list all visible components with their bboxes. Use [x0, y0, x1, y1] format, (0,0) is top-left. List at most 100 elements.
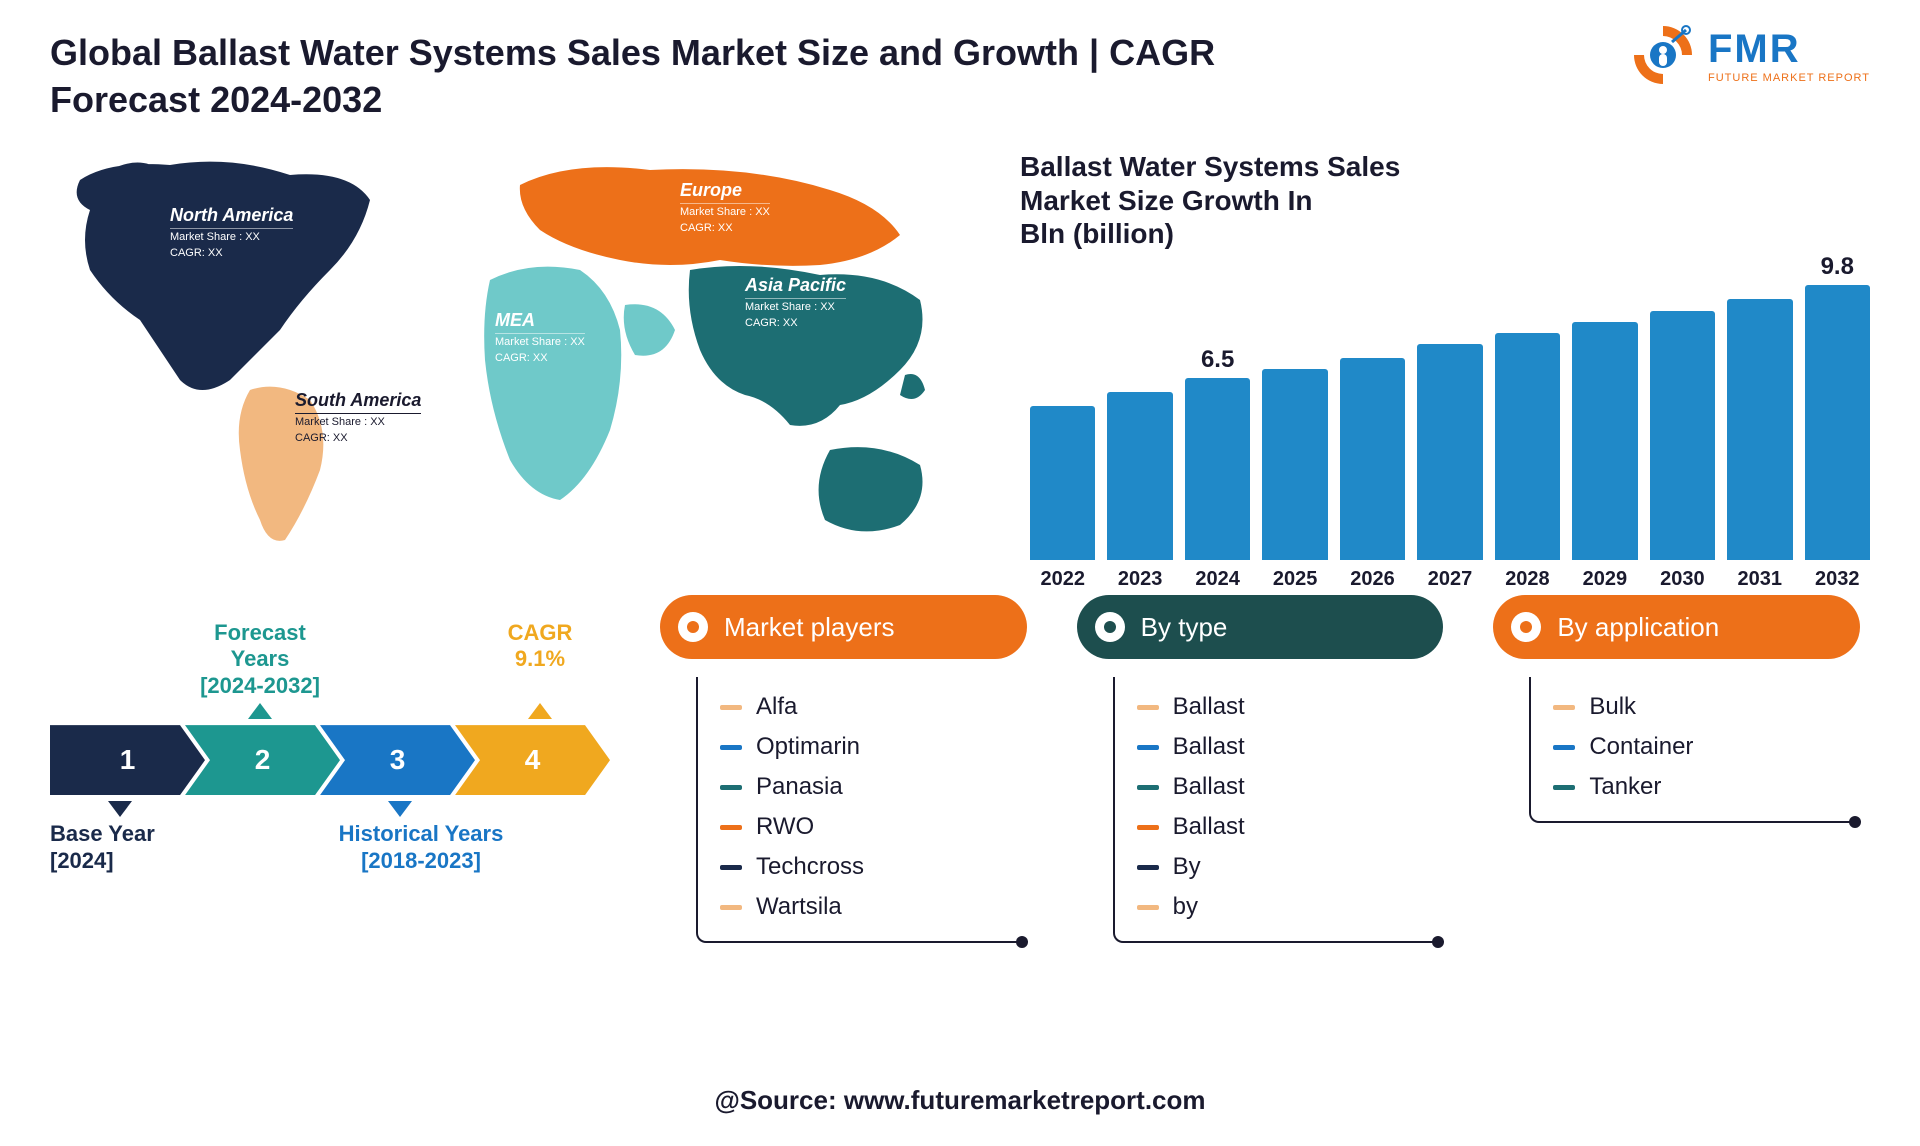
- list-item: Wartsila: [720, 887, 1021, 927]
- dash-icon: [1137, 905, 1159, 910]
- bar-x-label: 2032: [1815, 568, 1860, 591]
- bar-x-label: 2029: [1583, 568, 1628, 591]
- dash-icon: [1553, 745, 1575, 750]
- dash-icon: [1137, 745, 1159, 750]
- timeline-chevron: 4: [455, 725, 610, 795]
- list-item-label: Ballast: [1173, 813, 1245, 841]
- arrow-up-icon: [248, 703, 272, 719]
- chevron-row: 1234: [50, 725, 610, 795]
- by-type-pill: By type: [1077, 595, 1444, 659]
- bar-col: 2025: [1262, 369, 1327, 590]
- dash-icon: [720, 705, 742, 710]
- bar-col: 2028: [1495, 333, 1560, 591]
- list-item: Ballast: [1137, 687, 1438, 727]
- bar-x-label: 2024: [1195, 568, 1240, 591]
- dash-icon: [720, 745, 742, 750]
- timeline-chevron: 1: [50, 725, 205, 795]
- bar-col: 2023: [1107, 392, 1172, 591]
- list-item: Bulk: [1553, 687, 1854, 727]
- bar: [1262, 369, 1327, 559]
- list-item-label: Tanker: [1589, 773, 1661, 801]
- bar-value-label: 6.5: [1201, 346, 1234, 374]
- bar-col: 2031: [1727, 299, 1792, 590]
- bar-x-label: 2023: [1118, 568, 1163, 591]
- by-application-list: Bulk Container Tanker: [1529, 677, 1854, 823]
- map-label-north-america: North America Market Share : XX CAGR: XX: [170, 205, 293, 259]
- timeline-chevron: 2: [185, 725, 340, 795]
- bullet-icon: [678, 612, 708, 642]
- by-application-column: By application Bulk Container Tanker: [1493, 595, 1860, 943]
- dash-icon: [1553, 785, 1575, 790]
- bar: [1340, 358, 1405, 560]
- timeline: Forecast Years [2024-2032] CAGR 9.1% 123…: [50, 620, 610, 874]
- arrow-down-icon: [108, 801, 132, 817]
- list-item-label: Ballast: [1173, 773, 1245, 801]
- categories-row: Market players AlfaOptimarinPanasiaRWOTe…: [660, 595, 1860, 943]
- page-title: Global Ballast Water Systems Sales Marke…: [50, 30, 1350, 124]
- by-type-column: By type Ballast Ballast Ballast Ballast By by: [1077, 595, 1444, 943]
- bar: [1107, 392, 1172, 560]
- bar-col: 9.8 2032: [1805, 253, 1870, 590]
- dash-icon: [720, 825, 742, 830]
- bar: [1417, 344, 1482, 560]
- market-players-column: Market players AlfaOptimarinPanasiaRWOTe…: [660, 595, 1027, 943]
- list-item: Ballast: [1137, 807, 1438, 847]
- source-attribution: @Source: www.futuremarketreport.com: [0, 1085, 1920, 1116]
- dash-icon: [720, 905, 742, 910]
- dash-icon: [1137, 865, 1159, 870]
- list-item: By: [1137, 847, 1438, 887]
- list-item: RWO: [720, 807, 1021, 847]
- bar: [1495, 333, 1560, 560]
- list-item-label: Alfa: [756, 693, 797, 721]
- list-item-label: Techcross: [756, 853, 864, 881]
- list-item-label: Bulk: [1589, 693, 1636, 721]
- bar-x-label: 2028: [1505, 568, 1550, 591]
- bar-col: 2029: [1572, 322, 1637, 591]
- list-item: Techcross: [720, 847, 1021, 887]
- forecast-years-label: Forecast Years [2024-2032]: [190, 620, 330, 699]
- bar: [1185, 378, 1250, 560]
- timeline-chevron: 3: [320, 725, 475, 795]
- list-item: Ballast: [1137, 727, 1438, 767]
- list-item-label: Container: [1589, 733, 1693, 761]
- list-item-label: by: [1173, 893, 1198, 921]
- list-item: Tanker: [1553, 767, 1854, 807]
- bar: [1572, 322, 1637, 560]
- bullet-icon: [1095, 612, 1125, 642]
- bullet-icon: [1511, 612, 1541, 642]
- bar: [1650, 311, 1715, 560]
- map-region-north-america: [77, 162, 370, 390]
- list-item-label: By: [1173, 853, 1201, 881]
- bar-x-label: 2027: [1428, 568, 1473, 591]
- by-type-list: Ballast Ballast Ballast Ballast By by: [1113, 677, 1438, 943]
- cagr-label: CAGR 9.1%: [470, 620, 610, 699]
- bar-col: 2030: [1650, 311, 1715, 591]
- bar-value-label: 9.8: [1821, 253, 1854, 281]
- dash-icon: [720, 865, 742, 870]
- historical-years-label: Historical Years [2018-2023]: [330, 821, 512, 874]
- bar-x-label: 2022: [1040, 568, 1085, 591]
- bar: [1727, 299, 1792, 559]
- list-item-label: Ballast: [1173, 693, 1245, 721]
- by-application-pill: By application: [1493, 595, 1860, 659]
- dash-icon: [1137, 705, 1159, 710]
- bar-col: 2026: [1340, 358, 1405, 591]
- bars-container: 2022 2023 6.5 2024 20252026 2027 2028 2029 2030 2…: [1020, 261, 1870, 591]
- list-item-label: Ballast: [1173, 733, 1245, 761]
- logo-text-main: FMR: [1708, 27, 1870, 72]
- market-players-list: Alfa Optimarin Panasia RWO Techcross Wartsila: [696, 677, 1021, 943]
- bar-x-label: 2031: [1738, 568, 1783, 591]
- bar-col: 2027: [1417, 344, 1482, 591]
- bar-col: 2022: [1030, 406, 1095, 591]
- list-item: Optimarin: [720, 727, 1021, 767]
- logo-icon: [1628, 20, 1698, 90]
- list-item: Ballast: [1137, 767, 1438, 807]
- list-item-label: Panasia: [756, 773, 843, 801]
- base-year-label: Base Year [2024]: [50, 821, 190, 874]
- dash-icon: [720, 785, 742, 790]
- list-item: Container: [1553, 727, 1854, 767]
- bar-x-label: 2030: [1660, 568, 1705, 591]
- list-item-label: RWO: [756, 813, 814, 841]
- bar-col: 6.5 2024: [1185, 346, 1250, 591]
- list-item: Panasia: [720, 767, 1021, 807]
